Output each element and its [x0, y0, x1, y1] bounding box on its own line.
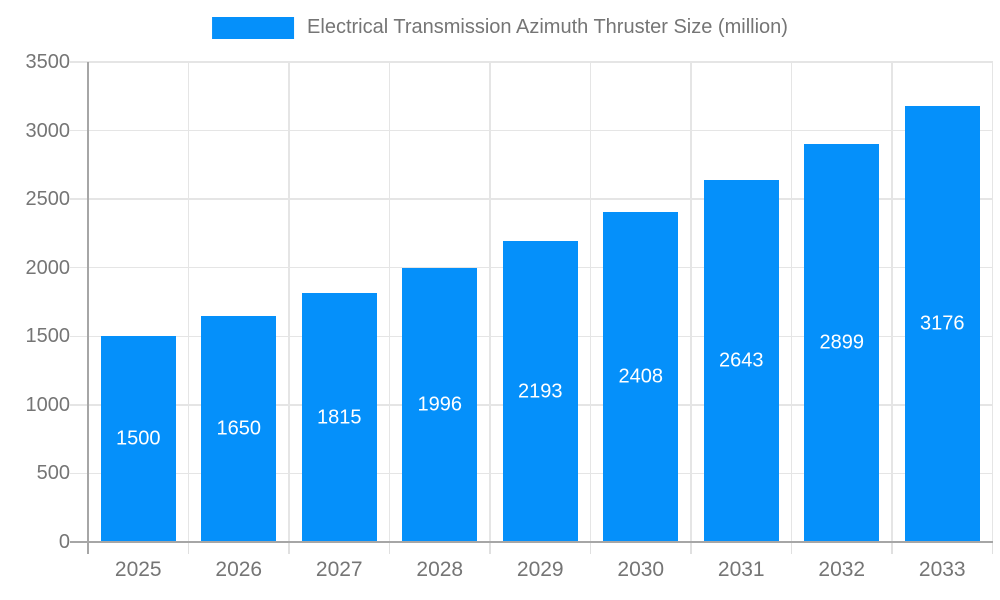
bar: 1815 [301, 293, 377, 542]
bar-value-label: 2643 [719, 349, 764, 372]
x-tick-label: 2025 [114, 558, 162, 581]
x-axis-tick [589, 542, 592, 554]
x-axis-tick [288, 542, 290, 554]
chart-legend: Electrical Transmission Azimuth Thruster… [212, 16, 788, 39]
bar: 1500 [100, 336, 176, 542]
y-tick-label: 2500 [25, 188, 71, 211]
legend-swatch [212, 16, 295, 39]
x-tick-label: 2028 [416, 558, 464, 581]
y-axis-line [87, 62, 89, 554]
y-tick-label: 1000 [25, 393, 71, 416]
x-axis-tick [790, 542, 793, 554]
h-gridline [70, 198, 993, 200]
v-gridline [589, 62, 592, 542]
y-tick-label: 0 [58, 531, 70, 553]
x-tick-label: 2032 [818, 558, 866, 581]
x-axis-tick [891, 542, 893, 554]
bar: 2193 [502, 241, 578, 542]
legend-label: Electrical Transmission Azimuth Thruster… [307, 16, 788, 38]
bar-value-label: 1815 [317, 406, 362, 429]
bar: 1650 [201, 315, 277, 542]
x-axis-line [70, 541, 993, 543]
bar: 2408 [603, 211, 679, 542]
v-gridline [489, 62, 491, 542]
h-gridline [70, 129, 993, 132]
x-axis-tick [187, 542, 190, 554]
bar: 2899 [804, 144, 880, 542]
bar: 1996 [402, 268, 478, 542]
bar-value-label: 1650 [216, 417, 262, 440]
h-gridline [70, 61, 993, 63]
bar-value-label: 2408 [618, 365, 664, 388]
x-tick-label: 2026 [215, 558, 263, 581]
bar: 3176 [904, 106, 980, 542]
v-gridline [790, 62, 793, 542]
bar-value-label: 1500 [116, 427, 161, 450]
v-gridline [187, 62, 190, 542]
v-gridline [891, 62, 893, 542]
v-gridline [690, 62, 692, 542]
bar-value-label: 3176 [920, 312, 965, 335]
y-tick-label: 3500 [25, 51, 71, 73]
v-gridline [288, 62, 290, 542]
x-axis-tick [489, 542, 491, 554]
y-tick-label: 1500 [25, 325, 71, 348]
x-tick-label: 2029 [516, 558, 564, 581]
bar-value-label: 1996 [417, 393, 463, 416]
v-gridline [991, 62, 994, 542]
x-tick-label: 2030 [617, 558, 665, 581]
v-gridline [388, 62, 391, 542]
y-tick-label: 500 [36, 462, 70, 485]
y-tick-label: 2000 [25, 256, 71, 279]
bar-value-label: 2899 [819, 331, 865, 354]
bar: 2643 [703, 179, 779, 542]
x-axis-tick [690, 542, 692, 554]
x-tick-label: 2031 [717, 558, 765, 581]
x-tick-label: 2027 [315, 558, 363, 581]
y-tick-label: 3000 [25, 119, 71, 142]
x-axis-tick [388, 542, 391, 554]
x-tick-label: 2033 [918, 558, 966, 581]
x-axis-tick [991, 542, 994, 554]
bar-value-label: 2193 [518, 380, 563, 403]
